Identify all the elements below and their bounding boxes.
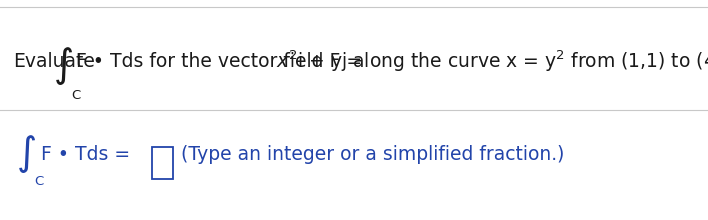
Text: Evaluate: Evaluate [13, 52, 95, 71]
FancyBboxPatch shape [152, 147, 173, 179]
Text: (Type an integer or a simplified fraction.): (Type an integer or a simplified fractio… [181, 145, 564, 163]
Text: ∫: ∫ [54, 47, 74, 85]
Text: C: C [71, 89, 80, 102]
Text: $x^2$i + yj along the curve x = y$^2$ from (1,1) to (4, \u2212 2).: $x^2$i + yj along the curve x = y$^2$ fr… [276, 49, 708, 74]
Text: C: C [34, 175, 43, 188]
Text: ∫: ∫ [17, 135, 37, 173]
Text: F • Tds for the vector field F =: F • Tds for the vector field F = [76, 52, 369, 71]
Text: F • Tds =: F • Tds = [41, 145, 136, 163]
